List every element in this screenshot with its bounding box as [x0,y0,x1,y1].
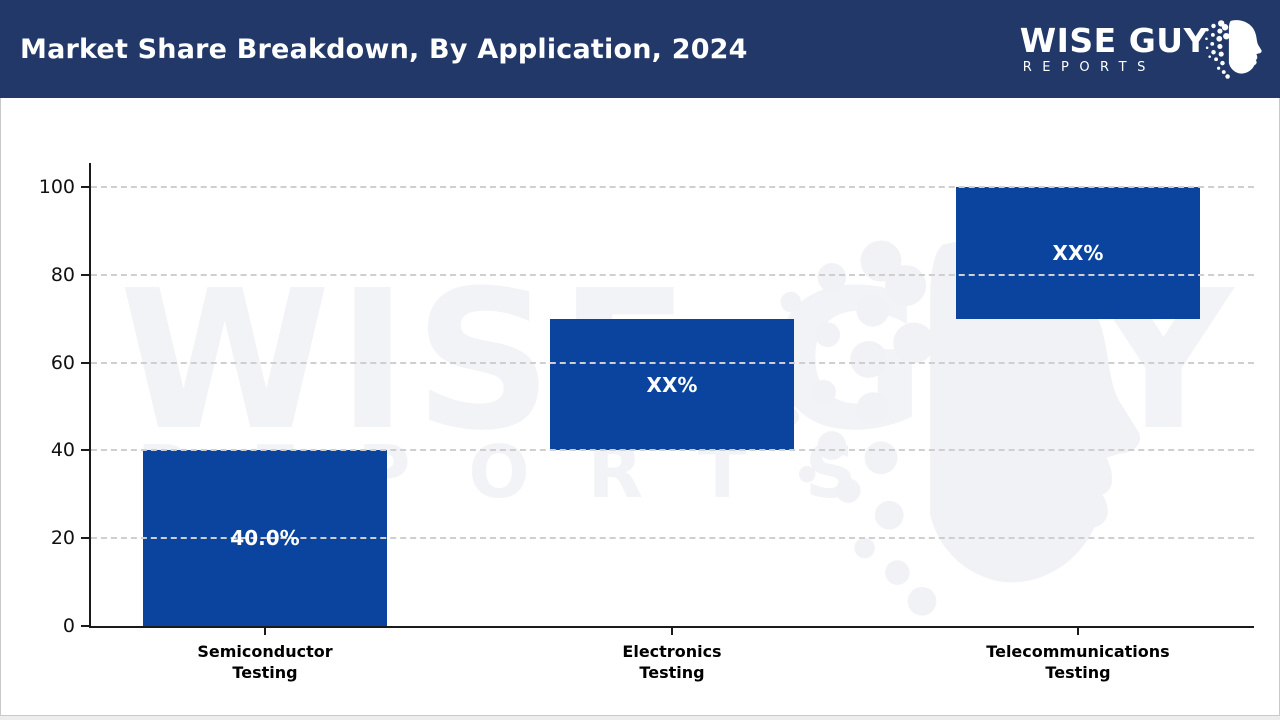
bar-value-label: XX% [646,372,698,397]
logo-reports-text: REPORTS [1022,60,1156,75]
gridline-80 [91,273,1254,276]
x-tick-electronics-testing [671,628,673,635]
y-tick-20 [81,537,89,540]
x-tick-label-semiconductor-testing: Semiconductor Testing [197,642,333,682]
gridline-40 [91,449,1254,452]
y-tick-80 [81,273,89,276]
logo-face-icon [1202,7,1266,91]
y-tick-label: 0 [62,615,75,637]
gridline-100 [91,186,1254,189]
header: Market Share Breakdown, By Application, … [0,0,1280,98]
x-tick-label-electronics-testing: Electronics Testing [622,642,722,682]
y-tick-40 [81,449,89,452]
chart-area: WISE GUY REPORTS 40.0% XX% XX% 0 20 40 60 80 100… [0,98,1280,716]
x-tick-telecommunications-testing [1077,628,1079,635]
y-tick-label: 20 [50,527,75,550]
y-tick-0 [81,625,89,627]
bar-electronics-testing [550,318,794,451]
bar-value-label: XX% [1052,240,1104,265]
x-tick-label-telecommunications-testing: Telecommunications Testing [986,642,1170,682]
y-tick-label: 40 [50,439,75,462]
x-axis [89,626,1254,628]
y-tick-label: 60 [50,351,75,374]
page-title: Market Share Breakdown, By Application, … [20,33,748,65]
logo-text: WISE GUY REPORTS [1020,24,1208,74]
plot-region: 40.0% XX% XX% 0 20 40 60 80 100 Semiconductor Test… [1,98,1279,715]
bar-value-label: 40.0% [230,526,300,551]
gridline-20 [91,537,1254,540]
gridline-60 [91,361,1254,364]
y-tick-100 [81,186,89,189]
x-tick-semiconductor-testing [264,628,266,635]
y-tick-label: 100 [38,176,75,199]
logo-brand-text: WISE GUY [1019,21,1208,60]
y-tick-60 [81,361,89,364]
y-axis [89,163,91,628]
wiseguy-logo: WISE GUY REPORTS [1020,7,1266,91]
y-tick-label: 80 [50,263,75,286]
